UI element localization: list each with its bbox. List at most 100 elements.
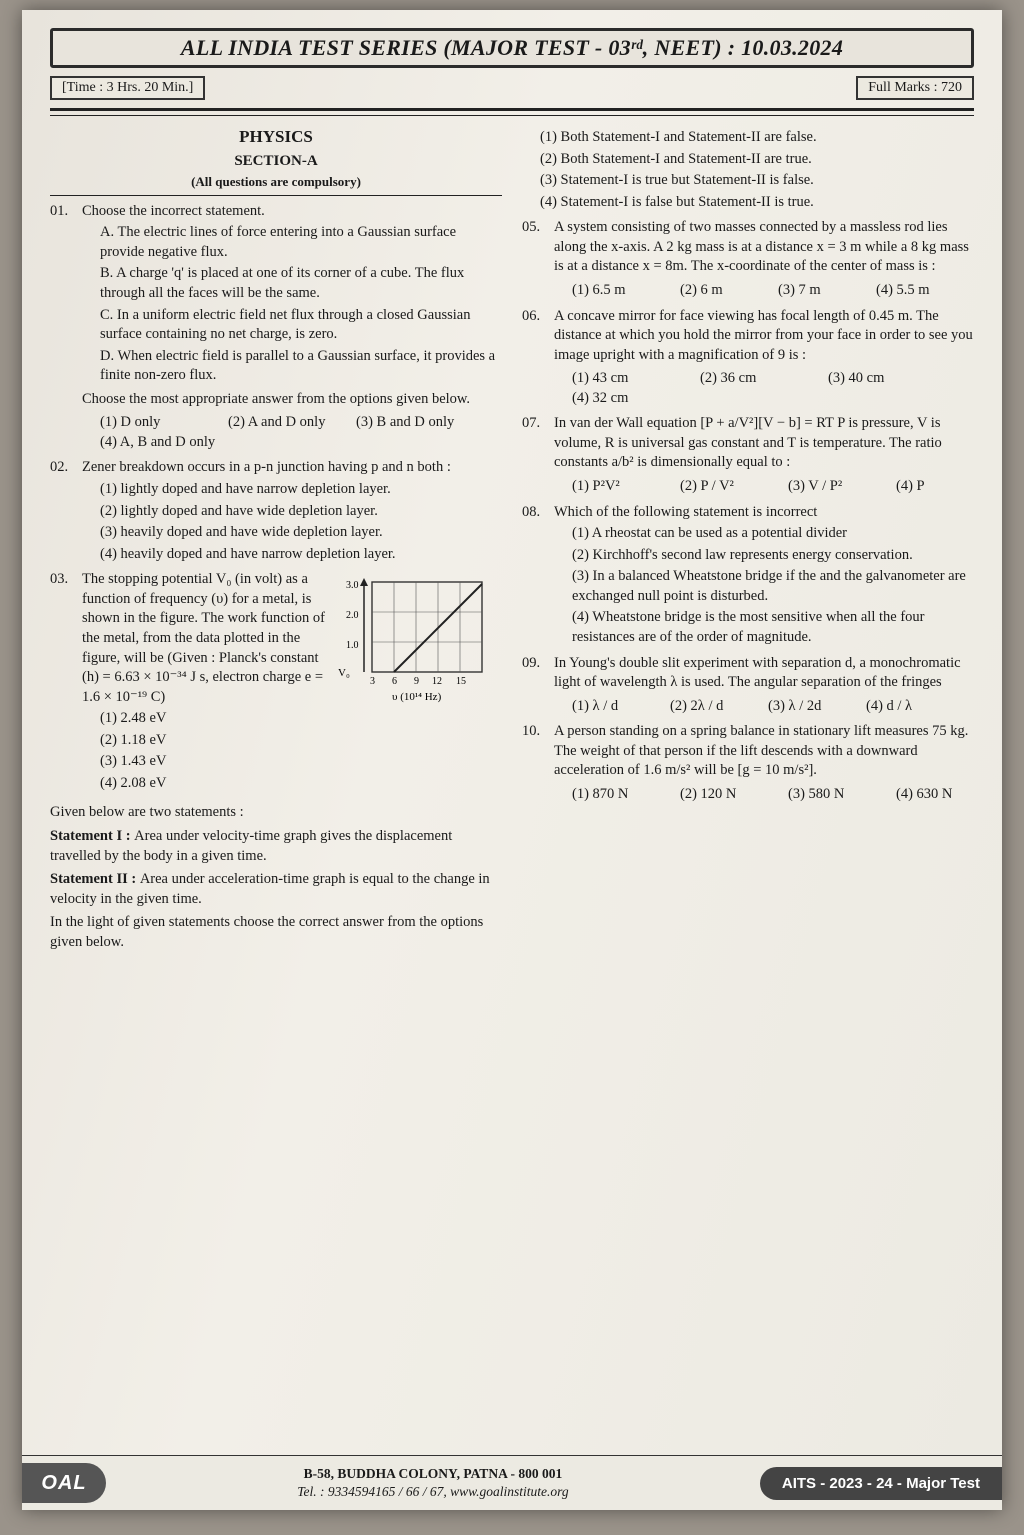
q09-o1: (1) λ / d xyxy=(572,697,652,717)
columns: PHYSICS SECTION-A (All questions are com… xyxy=(50,126,974,952)
q01-opt-C: C. In a uniform electric field net flux … xyxy=(100,306,502,345)
footer-right: AITS - 2023 - 24 - Major Test xyxy=(760,1467,1002,1500)
q01-opt-D: D. When electric field is parallel to a … xyxy=(100,347,502,386)
question-07: 07. In van der Wall equation [P + a/V²][… xyxy=(522,414,974,496)
q09-o3: (3) λ / 2d xyxy=(768,697,848,717)
q05-o3: (3) 7 m xyxy=(778,281,858,301)
footer-tel: Tel. : 9334594165 / 66 / 67, www.goalins… xyxy=(106,1483,760,1501)
svg-text:3.0: 3.0 xyxy=(346,580,359,591)
exam-page: ALL INDIA TEST SERIES (MAJOR TEST - 03ʳᵈ… xyxy=(22,10,1002,1510)
question-08: 08. Which of the following statement is … xyxy=(522,503,974,648)
q05-number: 05. xyxy=(522,218,554,300)
q04-ans4: (4) Statement-I is false but Statement-I… xyxy=(540,193,974,213)
question-05: 05. A system consisting of two masses co… xyxy=(522,218,974,300)
q03-o4: (4) 2.08 eV xyxy=(100,774,502,794)
q04-stmt1: Statement I : Statement I : Area under v… xyxy=(50,827,502,866)
subject-heading: PHYSICS xyxy=(50,126,502,149)
section-heading: SECTION-A xyxy=(50,151,502,171)
q05-text: A system consisting of two masses connec… xyxy=(554,218,974,277)
marks-box: Full Marks : 720 xyxy=(856,76,974,100)
q07-number: 07. xyxy=(522,414,554,496)
q02-o4: (4) heavily doped and have narrow deplet… xyxy=(100,545,502,565)
q07-o2: (2) P / V² xyxy=(680,477,770,497)
q04-ans2: (2) Both Statement-I and Statement-II ar… xyxy=(540,150,974,170)
svg-text:υ (10¹⁴ Hz): υ (10¹⁴ Hz) xyxy=(392,691,442,703)
q08-text: Which of the following statement is inco… xyxy=(554,503,974,523)
q01-opt-A: A. The electric lines of force entering … xyxy=(100,223,502,262)
footer-logo: OAL xyxy=(22,1463,106,1503)
time-box: [Time : 3 Hrs. 20 Min.] xyxy=(50,76,205,100)
question-06: 06. A concave mirror for face viewing ha… xyxy=(522,307,974,409)
q03-o3: (3) 1.43 eV xyxy=(100,752,502,772)
q04-tail: In the light of given statements choose … xyxy=(50,913,502,952)
q09-number: 09. xyxy=(522,654,554,717)
svg-text:9: 9 xyxy=(414,676,419,687)
question-01: 01. Choose the incorrect statement. A. T… xyxy=(50,202,502,453)
stopping-potential-graph: 3.0 2.0 1.0 V₀ 3 6 9 12 15 υ (10¹⁴ Hz) xyxy=(332,574,502,704)
q02-o2: (2) lightly doped and have wide depletio… xyxy=(100,502,502,522)
svg-text:1.0: 1.0 xyxy=(346,640,359,651)
q04-stmt2: Statement II : Area under acceleration-t… xyxy=(50,870,502,909)
q07-text: In van der Wall equation [P + a/V²][V − … xyxy=(554,414,974,473)
q04-lead: Given below are two statements : xyxy=(50,803,502,823)
q01-text: Choose the incorrect statement. xyxy=(82,202,502,222)
q06-o2: (2) 36 cm xyxy=(700,369,810,389)
page-footer: OAL B-58, BUDDHA COLONY, PATNA - 800 001… xyxy=(22,1455,1002,1510)
q03-number: 03. xyxy=(50,570,82,793)
q10-text: A person standing on a spring balance in… xyxy=(554,722,974,781)
q01-choose: Choose the most appropriate answer from … xyxy=(82,390,502,410)
q09-o4: (4) d / λ xyxy=(866,697,936,717)
q07-o4: (4) P xyxy=(896,477,956,497)
q07-o1: (1) P²V² xyxy=(572,477,662,497)
q06-number: 06. xyxy=(522,307,554,409)
left-column: PHYSICS SECTION-A (All questions are com… xyxy=(50,126,502,952)
q02-o1: (1) lightly doped and have narrow deplet… xyxy=(100,480,502,500)
q01-A-text: The electric lines of force entering int… xyxy=(100,224,456,260)
svg-text:15: 15 xyxy=(456,676,466,687)
header-rule xyxy=(50,108,974,116)
question-10: 10. A person standing on a spring balanc… xyxy=(522,722,974,804)
q10-o1: (1) 870 N xyxy=(572,785,662,805)
footer-address: B-58, BUDDHA COLONY, PATNA - 800 001 xyxy=(106,1465,760,1483)
q01-C-text: In a uniform electric field net flux thr… xyxy=(100,307,470,343)
svg-text:3: 3 xyxy=(370,676,375,687)
q09-text: In Young's double slit experiment with s… xyxy=(554,654,974,693)
footer-center: B-58, BUDDHA COLONY, PATNA - 800 001 Tel… xyxy=(106,1465,760,1500)
q01-opt-B: B. A charge 'q' is placed at one of its … xyxy=(100,264,502,303)
q02-o3: (3) heavily doped and have wide depletio… xyxy=(100,523,502,543)
q01-number: 01. xyxy=(50,202,82,453)
question-04: Given below are two statements : Stateme… xyxy=(50,803,502,952)
q05-o4: (4) 5.5 m xyxy=(876,281,956,301)
q08-o2: (2) Kirchhoff's second law represents en… xyxy=(572,546,974,566)
q04-ans1: (1) Both Statement-I and Statement-II ar… xyxy=(540,128,974,148)
q07-o3: (3) V / P² xyxy=(788,477,878,497)
q06-o4: (4) 32 cm xyxy=(572,389,682,409)
q10-o2: (2) 120 N xyxy=(680,785,770,805)
test-title: ALL INDIA TEST SERIES (MAJOR TEST - 03ʳᵈ… xyxy=(50,28,974,68)
q06-text: A concave mirror for face viewing has fo… xyxy=(554,307,974,366)
q10-o3: (3) 580 N xyxy=(788,785,878,805)
svg-text:V₀: V₀ xyxy=(338,667,350,679)
svg-text:2.0: 2.0 xyxy=(346,610,359,621)
q06-o3: (3) 40 cm xyxy=(828,369,938,389)
q02-text: Zener breakdown occurs in a p-n junction… xyxy=(82,458,502,478)
q08-o1: (1) A rheostat can be used as a potentia… xyxy=(572,524,974,544)
q10-number: 10. xyxy=(522,722,554,804)
q01-o3: (3) B and D only xyxy=(356,413,466,433)
svg-text:6: 6 xyxy=(392,676,397,687)
q02-number: 02. xyxy=(50,458,82,564)
q01-D-text: When electric field is parallel to a Gau… xyxy=(100,348,495,384)
right-column: (1) Both Statement-I and Statement-II ar… xyxy=(522,126,974,952)
q01-B-text: A charge 'q' is placed at one of its cor… xyxy=(100,265,464,301)
meta-row: [Time : 3 Hrs. 20 Min.] Full Marks : 720 xyxy=(50,76,974,100)
q05-o1: (1) 6.5 m xyxy=(572,281,662,301)
q03-o2: (2) 1.18 eV xyxy=(100,731,502,751)
question-09: 09. In Young's double slit experiment wi… xyxy=(522,654,974,717)
q08-o3: (3) In a balanced Wheatstone bridge if t… xyxy=(572,567,974,606)
q04-ans3: (3) Statement-I is true but Statement-II… xyxy=(540,171,974,191)
compulsory-note: (All questions are compulsory) xyxy=(50,173,502,196)
q03-o1: (1) 2.48 eV xyxy=(100,709,502,729)
q06-o1: (1) 43 cm xyxy=(572,369,682,389)
q01-o1: (1) D only xyxy=(100,413,210,433)
q05-o2: (2) 6 m xyxy=(680,281,760,301)
